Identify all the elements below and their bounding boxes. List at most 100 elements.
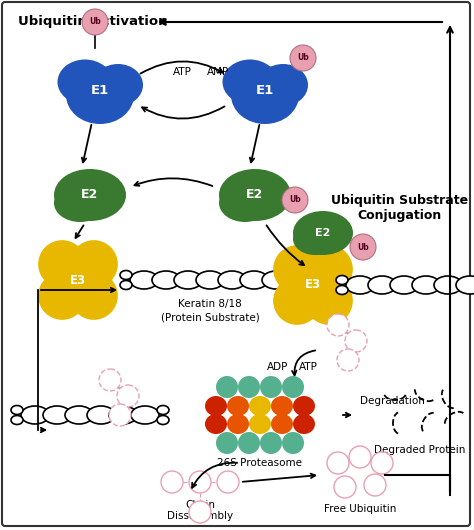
Ellipse shape (293, 414, 315, 434)
Ellipse shape (54, 169, 126, 221)
Ellipse shape (390, 276, 418, 294)
Circle shape (109, 404, 131, 426)
Circle shape (282, 187, 308, 213)
Ellipse shape (11, 405, 23, 414)
Text: E1: E1 (91, 84, 109, 96)
Ellipse shape (87, 406, 115, 424)
Ellipse shape (305, 245, 353, 293)
Circle shape (82, 9, 108, 35)
Ellipse shape (240, 271, 268, 289)
Ellipse shape (336, 276, 348, 285)
Ellipse shape (282, 376, 304, 398)
Text: 26S Proteasome: 26S Proteasome (218, 458, 302, 468)
Text: Ub: Ub (89, 17, 101, 26)
Text: AMP: AMP (207, 67, 229, 77)
Ellipse shape (218, 271, 246, 289)
Text: Ubiquitin Activation: Ubiquitin Activation (18, 15, 167, 29)
Ellipse shape (456, 276, 474, 294)
Circle shape (290, 45, 316, 71)
Ellipse shape (293, 223, 337, 255)
Ellipse shape (249, 414, 271, 434)
Ellipse shape (131, 406, 159, 424)
Text: Degraded Protein: Degraded Protein (374, 445, 465, 455)
Ellipse shape (109, 406, 137, 424)
Ellipse shape (219, 184, 271, 222)
Text: (Protein Substrate): (Protein Substrate) (161, 312, 259, 322)
Ellipse shape (65, 406, 93, 424)
Circle shape (350, 234, 376, 260)
Ellipse shape (205, 414, 227, 434)
Ellipse shape (273, 277, 321, 325)
Ellipse shape (271, 396, 293, 416)
Circle shape (334, 476, 356, 498)
Ellipse shape (196, 271, 224, 289)
Ellipse shape (260, 376, 282, 398)
Text: Ub: Ub (297, 54, 309, 63)
Ellipse shape (205, 396, 227, 416)
Ellipse shape (271, 414, 293, 434)
Ellipse shape (222, 59, 277, 104)
Circle shape (161, 471, 183, 493)
Text: Dissasembly: Dissasembly (167, 511, 233, 521)
Ellipse shape (260, 432, 282, 454)
Text: E2: E2 (246, 189, 264, 201)
Ellipse shape (282, 432, 304, 454)
Text: E2: E2 (315, 228, 331, 238)
Ellipse shape (227, 396, 249, 416)
Ellipse shape (152, 271, 180, 289)
Ellipse shape (93, 64, 143, 106)
Ellipse shape (38, 240, 86, 288)
Ellipse shape (238, 376, 260, 398)
Ellipse shape (157, 416, 169, 425)
Ellipse shape (227, 414, 249, 434)
Text: E3: E3 (70, 273, 86, 287)
Text: Ub: Ub (357, 243, 369, 252)
Text: Ubiquitin Substrate
Conjugation: Ubiquitin Substrate Conjugation (331, 194, 469, 222)
Ellipse shape (336, 286, 348, 295)
Circle shape (99, 369, 121, 391)
Ellipse shape (21, 406, 49, 424)
Ellipse shape (249, 396, 271, 416)
Ellipse shape (293, 211, 353, 255)
Circle shape (217, 471, 239, 493)
Ellipse shape (57, 59, 112, 104)
Circle shape (117, 385, 139, 407)
Ellipse shape (231, 66, 299, 124)
Ellipse shape (120, 280, 132, 289)
Circle shape (327, 314, 349, 336)
Ellipse shape (305, 277, 353, 325)
Ellipse shape (54, 184, 106, 222)
Text: E2: E2 (82, 189, 99, 201)
Text: Chain: Chain (185, 500, 215, 510)
Ellipse shape (434, 276, 462, 294)
Text: ATP: ATP (173, 67, 191, 77)
Ellipse shape (293, 396, 315, 416)
Circle shape (337, 349, 359, 371)
Text: Keratin 8/18: Keratin 8/18 (178, 299, 242, 309)
Ellipse shape (288, 280, 300, 289)
Circle shape (364, 474, 386, 496)
Circle shape (349, 446, 371, 468)
Ellipse shape (288, 270, 300, 279)
Ellipse shape (346, 276, 374, 294)
Text: Degradation: Degradation (360, 396, 425, 406)
Ellipse shape (219, 169, 291, 221)
Ellipse shape (216, 432, 238, 454)
Text: ADP: ADP (267, 362, 289, 372)
Ellipse shape (262, 271, 290, 289)
Circle shape (371, 452, 393, 474)
Ellipse shape (66, 66, 134, 124)
Text: Ub: Ub (289, 196, 301, 205)
Ellipse shape (38, 272, 86, 320)
Text: E1: E1 (256, 84, 274, 96)
Ellipse shape (238, 432, 260, 454)
Ellipse shape (70, 272, 118, 320)
Ellipse shape (130, 271, 158, 289)
Circle shape (327, 452, 349, 474)
Text: E3: E3 (305, 278, 321, 292)
Ellipse shape (412, 276, 440, 294)
Ellipse shape (174, 271, 202, 289)
Ellipse shape (273, 245, 321, 293)
Ellipse shape (216, 376, 238, 398)
Circle shape (189, 501, 211, 523)
